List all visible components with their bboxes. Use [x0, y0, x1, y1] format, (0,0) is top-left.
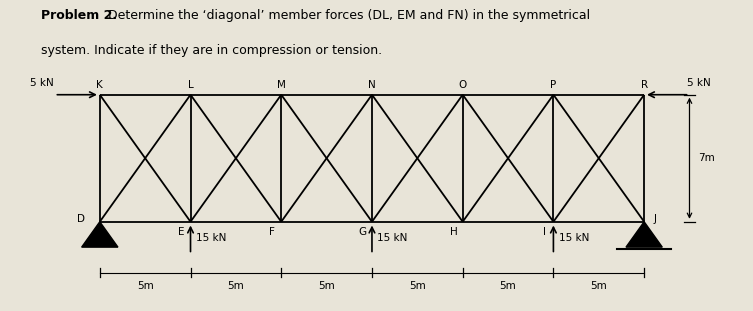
- Text: 15 kN: 15 kN: [377, 233, 408, 243]
- Text: I: I: [543, 227, 546, 237]
- Text: 7m: 7m: [699, 153, 715, 163]
- Text: system. Indicate if they are in compression or tension.: system. Indicate if they are in compress…: [41, 44, 383, 57]
- Text: N: N: [368, 80, 376, 90]
- Text: D: D: [78, 214, 85, 224]
- Text: 15 kN: 15 kN: [196, 233, 227, 243]
- Text: 5m: 5m: [137, 281, 154, 291]
- Text: R: R: [641, 80, 648, 90]
- Text: 5 kN: 5 kN: [30, 78, 53, 88]
- Text: 5m: 5m: [319, 281, 335, 291]
- Text: O: O: [459, 80, 467, 90]
- Text: K: K: [96, 80, 103, 90]
- Text: 15 kN: 15 kN: [559, 233, 590, 243]
- Text: P: P: [550, 80, 556, 90]
- Text: 5m: 5m: [500, 281, 517, 291]
- Text: 5m: 5m: [227, 281, 244, 291]
- Text: 5m: 5m: [590, 281, 607, 291]
- Polygon shape: [626, 222, 663, 247]
- Text: Determine the ‘diagonal’ member forces (DL, EM and FN) in the symmetrical: Determine the ‘diagonal’ member forces (…: [104, 9, 590, 22]
- Text: 5 kN: 5 kN: [687, 78, 710, 88]
- Text: Problem 2.: Problem 2.: [41, 9, 117, 22]
- Polygon shape: [81, 222, 118, 247]
- Text: H: H: [450, 227, 458, 237]
- Text: M: M: [277, 80, 285, 90]
- Text: G: G: [359, 227, 367, 237]
- Text: F: F: [270, 227, 275, 237]
- Text: 5m: 5m: [409, 281, 425, 291]
- Text: L: L: [187, 80, 194, 90]
- Text: J: J: [653, 214, 656, 224]
- Text: E: E: [178, 227, 184, 237]
